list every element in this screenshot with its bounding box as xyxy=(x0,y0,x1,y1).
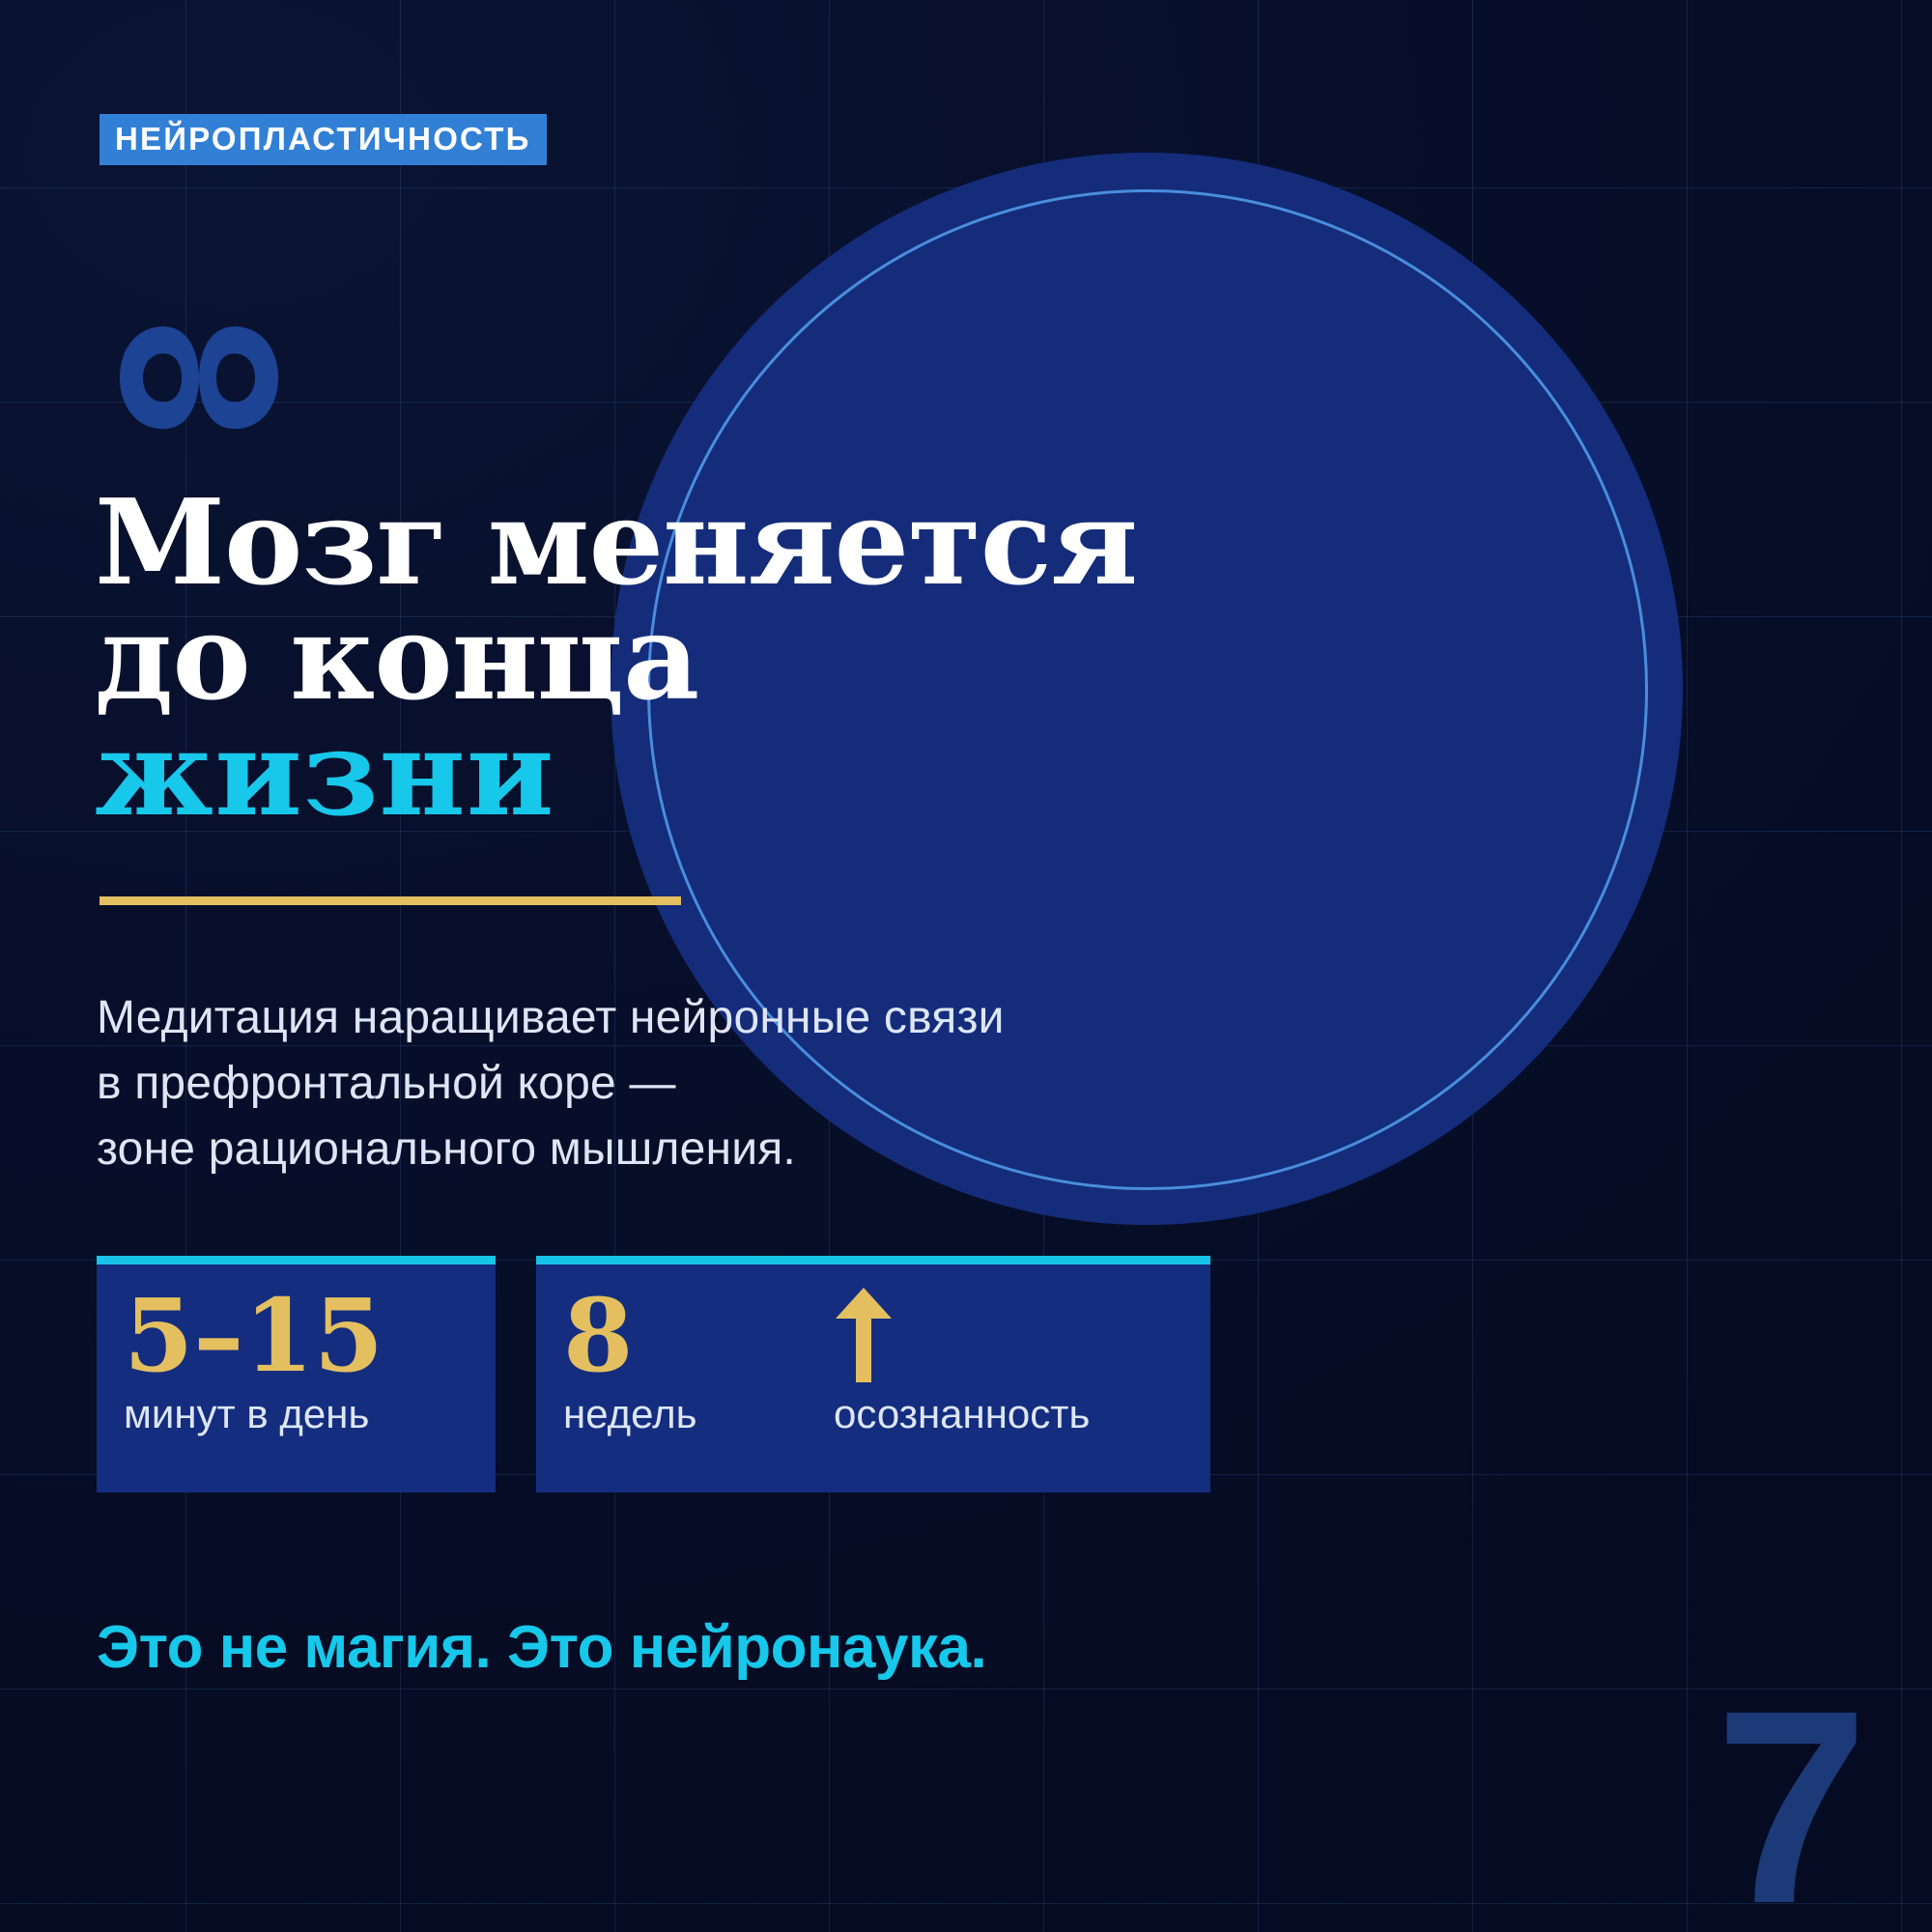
body-paragraph: Медитация наращивает нейронные связи в п… xyxy=(97,985,1304,1182)
stat-value: 5–15 xyxy=(124,1276,384,1395)
headline-line-2: до конца xyxy=(95,587,699,727)
infinity-icon xyxy=(104,319,294,437)
stat-label: осознанность xyxy=(834,1391,1091,1436)
category-badge: НЕЙРОПЛАСТИЧНОСТЬ xyxy=(99,114,547,165)
body-line-2: в префронтальной коре — xyxy=(97,1058,676,1110)
headline-line-1: Мозг меняется xyxy=(95,471,1138,611)
stat-card-duration: 5–15 минут в день xyxy=(97,1256,496,1492)
decorative-circle-outline xyxy=(647,189,1648,1190)
stat-label: минут в день xyxy=(124,1391,370,1436)
arrow-up-icon xyxy=(834,1286,1090,1386)
page-number: 7 xyxy=(1715,1653,1867,1932)
body-line-3: зоне рационального мышления. xyxy=(97,1123,796,1176)
stat-item: осознанность xyxy=(807,1286,1090,1492)
stat-card-outcome: 8 недель осознанность xyxy=(536,1256,1210,1492)
stat-value: 8 xyxy=(563,1276,634,1395)
stat-item: 5–15 минут в день xyxy=(97,1286,384,1492)
gold-divider xyxy=(99,896,681,905)
body-line-1: Медитация наращивает нейронные связи xyxy=(97,992,1005,1043)
stat-item: 8 недель xyxy=(536,1286,807,1492)
stat-label: недель xyxy=(563,1391,697,1436)
tagline: Это не магия. Это нейронаука. xyxy=(97,1614,987,1681)
page-title: Мозг меняется до конца жизни xyxy=(95,471,1206,842)
headline-line-3: жизни xyxy=(95,702,555,842)
